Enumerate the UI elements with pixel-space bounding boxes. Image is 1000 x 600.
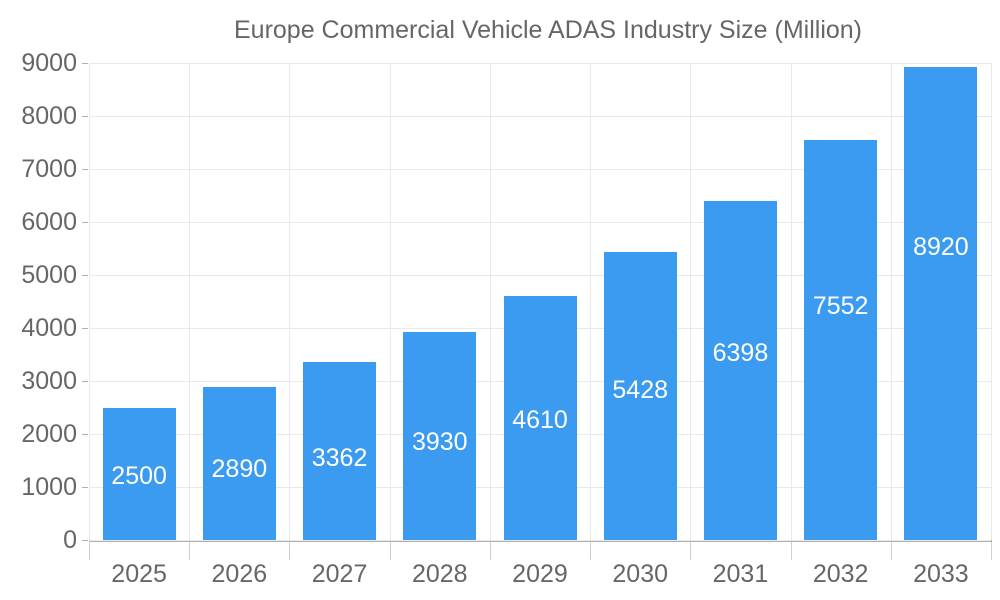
legend-color-swatch[interactable] (138, 18, 222, 43)
bar-value-label: 2890 (211, 454, 268, 483)
x-gridline (289, 63, 290, 540)
bar[interactable] (603, 252, 677, 540)
plot-area: 2500 2890 3362 3930 4610 5428 6398 7552 8920 (89, 63, 992, 541)
bar-value-label: 6398 (712, 338, 769, 367)
bar-value-label: 3362 (311, 443, 368, 472)
y-tick-mark (82, 116, 88, 117)
x-tick-mark (390, 542, 391, 560)
x-gridline (690, 63, 691, 540)
x-axis-line (89, 540, 992, 542)
y-gridline (89, 169, 991, 170)
bar[interactable] (804, 139, 878, 540)
bar[interactable] (503, 295, 577, 540)
bar[interactable] (303, 361, 377, 540)
y-gridline (89, 540, 991, 541)
y-tick-mark (82, 169, 88, 170)
legend-label[interactable]: Europe Commercial Vehicle ADAS Industry … (233, 15, 862, 44)
y-tick-label: 3000 (21, 367, 77, 395)
x-tick-mark (189, 542, 190, 560)
bar-value-label: 7552 (812, 291, 869, 320)
y-gridline (89, 222, 991, 223)
x-tick-mark (289, 542, 290, 560)
bar-value-label: 4610 (512, 405, 568, 434)
bar[interactable] (403, 331, 477, 540)
bar[interactable] (202, 386, 276, 540)
y-tick-mark (82, 487, 88, 488)
x-gridline (991, 63, 992, 540)
x-tick-mark (89, 542, 90, 560)
y-tick-mark (82, 540, 88, 541)
y-tick-mark (82, 328, 88, 329)
y-tick-label: 4000 (21, 314, 77, 342)
y-tick-label: 1000 (21, 473, 77, 501)
bar-value-label: 5428 (612, 376, 669, 405)
x-gridline (490, 63, 491, 540)
y-tick-label: 2000 (21, 420, 77, 448)
x-tick-label: 2027 (311, 560, 368, 588)
x-tick-label: 2030 (612, 560, 669, 588)
x-gridline (189, 63, 190, 540)
x-tick-label: 2031 (712, 560, 769, 588)
x-tick-mark (791, 542, 792, 560)
chart-legend: Europe Commercial Vehicle ADAS Industry … (0, 8, 1000, 52)
y-gridline (89, 275, 991, 276)
y-tick-mark (82, 222, 88, 223)
y-tick-label: 7000 (21, 155, 77, 183)
y-tick-mark (82, 63, 88, 64)
y-tick-label: 5000 (21, 261, 77, 289)
y-tick-mark (82, 381, 88, 382)
bar-value-label: 8920 (913, 233, 969, 262)
y-tick-mark (82, 434, 88, 435)
x-tick-label: 2028 (411, 560, 468, 588)
x-tick-label: 2032 (812, 560, 869, 588)
x-tick-label: 2029 (512, 560, 568, 588)
x-tick-label: 2026 (211, 560, 268, 588)
y-tick-label: 0 (63, 526, 77, 554)
x-tick-mark (891, 542, 892, 560)
x-gridline (89, 63, 90, 540)
bar[interactable] (703, 200, 777, 540)
x-tick-mark (690, 542, 691, 560)
x-tick-label: 2033 (913, 560, 969, 588)
bar[interactable] (904, 67, 978, 540)
y-tick-label: 9000 (21, 49, 77, 77)
bar-value-label: 2500 (111, 461, 167, 490)
x-tick-mark (590, 542, 591, 560)
y-gridline (89, 63, 991, 64)
y-gridline (89, 116, 991, 117)
x-tick-mark (991, 542, 992, 560)
x-gridline (791, 63, 792, 540)
x-tick-label: 2025 (111, 560, 167, 588)
x-gridline (590, 63, 591, 540)
x-tick-mark (490, 542, 491, 560)
y-tick-mark (82, 275, 88, 276)
bar[interactable] (102, 407, 176, 540)
y-tick-label: 8000 (21, 102, 77, 130)
y-tick-label: 6000 (21, 208, 77, 236)
x-gridline (891, 63, 892, 540)
bar-value-label: 3930 (411, 427, 468, 456)
x-gridline (390, 63, 391, 540)
